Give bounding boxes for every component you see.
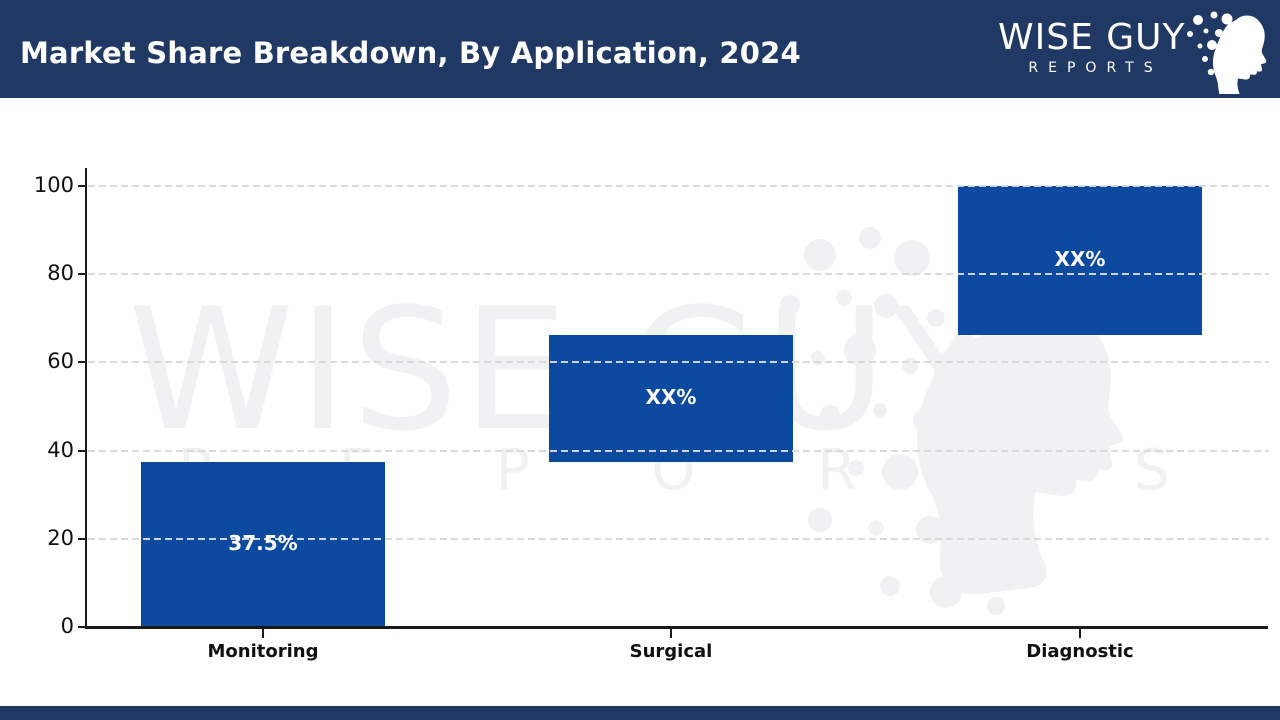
bar-value-label: 37.5%	[228, 531, 298, 556]
ytick-label-0: 0	[60, 614, 74, 638]
ytick-mark-100	[78, 185, 86, 187]
xtick-mark-diagnostic	[1079, 629, 1081, 638]
gridline-40	[88, 449, 1269, 452]
gridline-80	[88, 273, 1269, 276]
logo-reports-text: REPORTS	[1028, 60, 1163, 76]
ytick-mark-40	[78, 449, 86, 452]
bar-monitoring	[141, 461, 385, 627]
bar-surgical	[549, 334, 793, 462]
ytick-mark-0	[78, 626, 86, 628]
category-label-monitoring: Monitoring	[207, 641, 319, 662]
chart-title: Market Share Breakdown, By Application, …	[20, 36, 801, 70]
logo-brand-text: WISE GUY	[998, 17, 1186, 58]
ytick-label-20: 20	[47, 525, 74, 550]
ytick-mark-80	[78, 273, 86, 276]
ytick-label-100: 100	[33, 173, 74, 197]
bar-diagnostic	[958, 186, 1202, 335]
ytick-mark-60	[78, 361, 86, 364]
header-bar: Market Share Breakdown, By Application, …	[0, 0, 1280, 98]
xtick-mark-surgical	[670, 629, 672, 638]
gridline-60	[88, 361, 1269, 364]
footer-bar	[0, 706, 1280, 720]
logo-head-icon	[1187, 11, 1267, 94]
y-axis-spine	[85, 168, 87, 629]
ytick-label-80: 80	[47, 261, 74, 286]
ytick-mark-20	[78, 537, 86, 540]
wise-guy-reports-logo: WISE GUY REPORTS	[998, 4, 1268, 96]
gridline-100	[88, 185, 1269, 187]
ytick-label-40: 40	[47, 437, 74, 462]
ytick-label-60: 60	[47, 349, 74, 374]
category-label-surgical: Surgical	[629, 641, 713, 662]
bar-value-label: XX%	[1054, 247, 1106, 272]
category-label-diagnostic: Diagnostic	[1026, 641, 1134, 662]
bar-value-label: XX%	[645, 385, 697, 410]
xtick-mark-monitoring	[262, 629, 264, 638]
gridline-20	[88, 537, 1269, 540]
x-axis-spine	[85, 626, 1268, 629]
logo-text: WISE GUY REPORTS	[998, 17, 1186, 77]
